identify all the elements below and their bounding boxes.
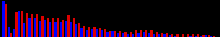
Bar bbox=[70, 22, 72, 37]
Bar bbox=[208, 35, 210, 37]
Bar bbox=[205, 35, 207, 37]
Bar bbox=[44, 20, 46, 37]
Bar bbox=[34, 18, 36, 37]
Bar bbox=[26, 13, 28, 37]
Bar bbox=[47, 18, 49, 37]
Bar bbox=[96, 29, 98, 37]
Bar bbox=[171, 34, 173, 37]
Bar bbox=[88, 27, 90, 37]
Bar bbox=[202, 35, 205, 37]
Bar bbox=[210, 36, 213, 37]
Bar bbox=[49, 22, 51, 37]
Bar bbox=[140, 30, 142, 37]
Bar bbox=[15, 12, 18, 37]
Bar bbox=[41, 16, 44, 37]
Bar bbox=[114, 31, 116, 37]
Bar bbox=[122, 33, 124, 37]
Bar bbox=[182, 34, 184, 37]
Bar bbox=[127, 34, 129, 37]
Bar bbox=[145, 30, 147, 37]
Bar bbox=[130, 32, 132, 37]
Bar bbox=[101, 30, 103, 37]
Bar bbox=[148, 33, 150, 37]
Bar bbox=[109, 31, 111, 37]
Bar bbox=[119, 31, 121, 37]
Bar bbox=[31, 14, 33, 37]
Bar bbox=[62, 20, 64, 37]
Bar bbox=[138, 33, 140, 37]
Bar bbox=[166, 33, 168, 37]
Bar bbox=[192, 34, 194, 37]
Bar bbox=[13, 29, 15, 37]
Bar bbox=[52, 18, 54, 37]
Bar bbox=[57, 18, 59, 37]
Bar bbox=[143, 32, 145, 37]
Bar bbox=[91, 29, 93, 37]
Bar bbox=[156, 32, 158, 37]
Bar bbox=[117, 33, 119, 37]
Bar bbox=[169, 35, 171, 37]
Bar bbox=[195, 36, 197, 37]
Bar bbox=[86, 30, 88, 37]
Bar bbox=[125, 32, 127, 37]
Bar bbox=[23, 23, 25, 37]
Bar bbox=[83, 26, 85, 37]
Bar bbox=[2, 1, 5, 37]
Bar bbox=[60, 22, 62, 37]
Bar bbox=[176, 34, 179, 37]
Bar bbox=[150, 30, 153, 37]
Bar bbox=[7, 27, 10, 37]
Bar bbox=[93, 27, 95, 37]
Bar bbox=[213, 36, 215, 37]
Bar bbox=[54, 22, 57, 37]
Bar bbox=[78, 23, 80, 37]
Bar bbox=[28, 18, 31, 37]
Bar bbox=[106, 32, 108, 37]
Bar bbox=[153, 34, 155, 37]
Bar bbox=[112, 31, 114, 37]
Bar bbox=[187, 34, 189, 37]
Bar bbox=[132, 34, 134, 37]
Bar bbox=[135, 30, 137, 37]
Bar bbox=[10, 33, 12, 37]
Bar bbox=[80, 28, 82, 37]
Bar bbox=[161, 33, 163, 37]
Bar bbox=[163, 34, 166, 37]
Bar bbox=[189, 36, 192, 37]
Bar bbox=[65, 21, 67, 37]
Bar bbox=[197, 34, 199, 37]
Bar bbox=[99, 28, 101, 37]
Bar bbox=[5, 4, 7, 37]
Bar bbox=[39, 21, 41, 37]
Bar bbox=[104, 29, 106, 37]
Bar bbox=[158, 34, 160, 37]
Bar bbox=[21, 11, 23, 37]
Bar bbox=[67, 15, 70, 37]
Bar bbox=[73, 18, 75, 37]
Bar bbox=[75, 24, 77, 37]
Bar bbox=[36, 14, 38, 37]
Bar bbox=[174, 36, 176, 37]
Bar bbox=[200, 36, 202, 37]
Bar bbox=[18, 11, 20, 37]
